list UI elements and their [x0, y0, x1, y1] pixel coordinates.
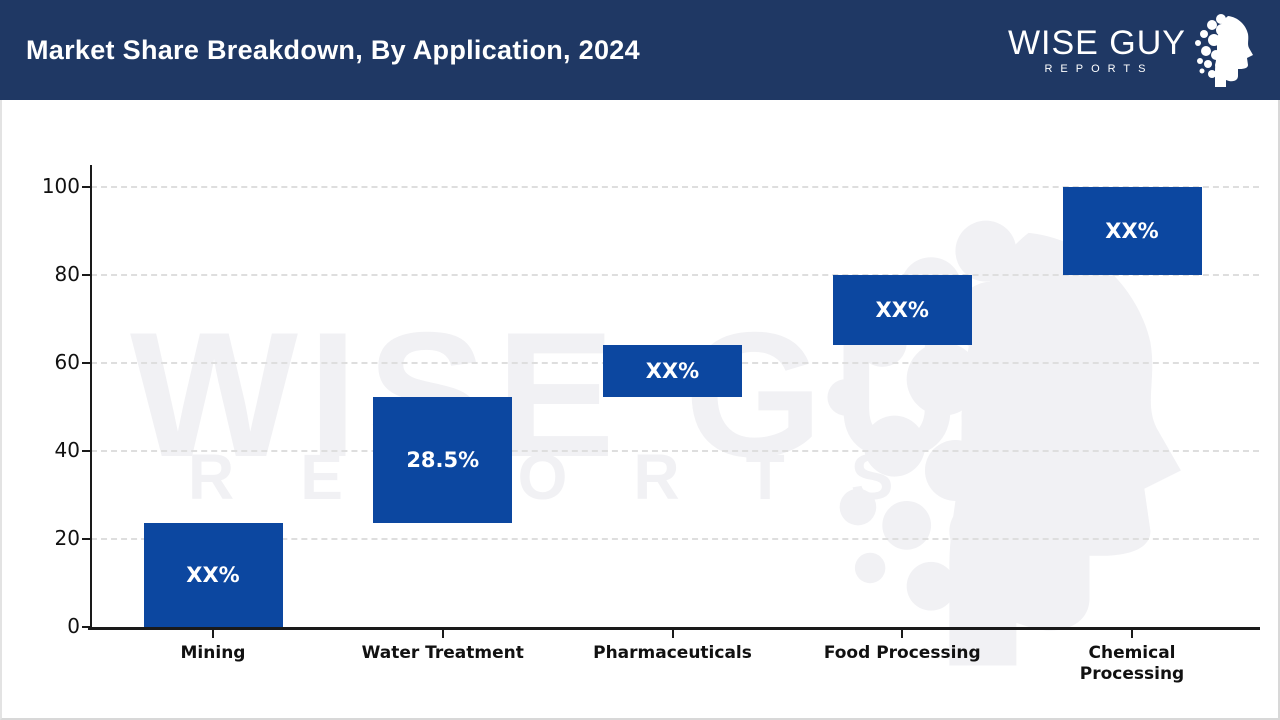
bar-chemical-processing: XX% — [1062, 187, 1202, 275]
y-axis-line — [90, 165, 92, 629]
x-category-label: Chemical Processing — [1079, 643, 1185, 685]
logo-brand-text: WISE GUY — [1007, 23, 1186, 62]
x-tick-mark — [671, 630, 674, 638]
y-tick-label: 60 — [54, 350, 80, 374]
bar-food-processing: XX% — [832, 275, 972, 346]
x-category-label: Mining — [180, 643, 246, 663]
gridline-y100 — [91, 186, 1259, 188]
watermark-text-line2: REPORTS — [188, 441, 960, 513]
brand-logo: WISE GUY REPORTS — [1008, 13, 1254, 87]
header-bar: Market Share Breakdown, By Application, … — [0, 0, 1280, 100]
y-tick-mark — [82, 186, 90, 188]
y-tick-mark — [82, 362, 90, 364]
y-tick-mark — [82, 450, 90, 452]
y-tick-label: 0 — [67, 614, 80, 638]
bar-water-treatment: 28.5% — [373, 397, 513, 523]
gridline-y80 — [91, 274, 1259, 276]
bar-pharmaceuticals: XX% — [603, 345, 742, 398]
chart-area: WISE GUY REPORTS 0 20 40 60 80 100 XX% Mining 28… — [0, 100, 1280, 720]
x-tick-mark — [1131, 630, 1133, 638]
brand-logo-text: WISE GUY REPORTS — [1008, 26, 1186, 75]
y-tick-label: 20 — [54, 526, 80, 550]
x-tick-mark — [212, 630, 214, 638]
bar-value-label: XX% — [645, 359, 700, 384]
y-tick-mark — [82, 274, 90, 276]
y-tick-label: 100 — [41, 174, 80, 198]
x-category-label: Food Processing — [823, 643, 981, 663]
head-silhouette-icon — [1195, 14, 1253, 87]
gridline-y20 — [91, 538, 1259, 540]
y-tick-mark — [82, 626, 90, 628]
page-title: Market Share Breakdown, By Application, … — [26, 34, 640, 65]
plot-area: 0 20 40 60 80 100 XX% Mining 28.5% Water Treatmen… — [2, 100, 1278, 718]
x-tick-mark — [441, 630, 444, 638]
bar-value-label: XX% — [875, 298, 929, 323]
y-tick-label: 80 — [54, 262, 80, 286]
bar-value-label: 28.5% — [406, 448, 480, 472]
x-category-label: Pharmaceuticals — [593, 643, 752, 663]
y-tick-mark — [82, 538, 90, 540]
bar-value-label: XX% — [186, 562, 240, 587]
x-tick-mark — [901, 630, 904, 638]
logo-reports-text: REPORTS — [1044, 62, 1154, 75]
bar-value-label: XX% — [1105, 219, 1159, 243]
y-tick-label: 40 — [54, 438, 80, 462]
gridline-y40 — [91, 450, 1259, 452]
x-axis-line — [88, 627, 1260, 630]
bar-mining: XX% — [143, 522, 283, 627]
x-category-label: Water Treatment — [361, 643, 524, 663]
